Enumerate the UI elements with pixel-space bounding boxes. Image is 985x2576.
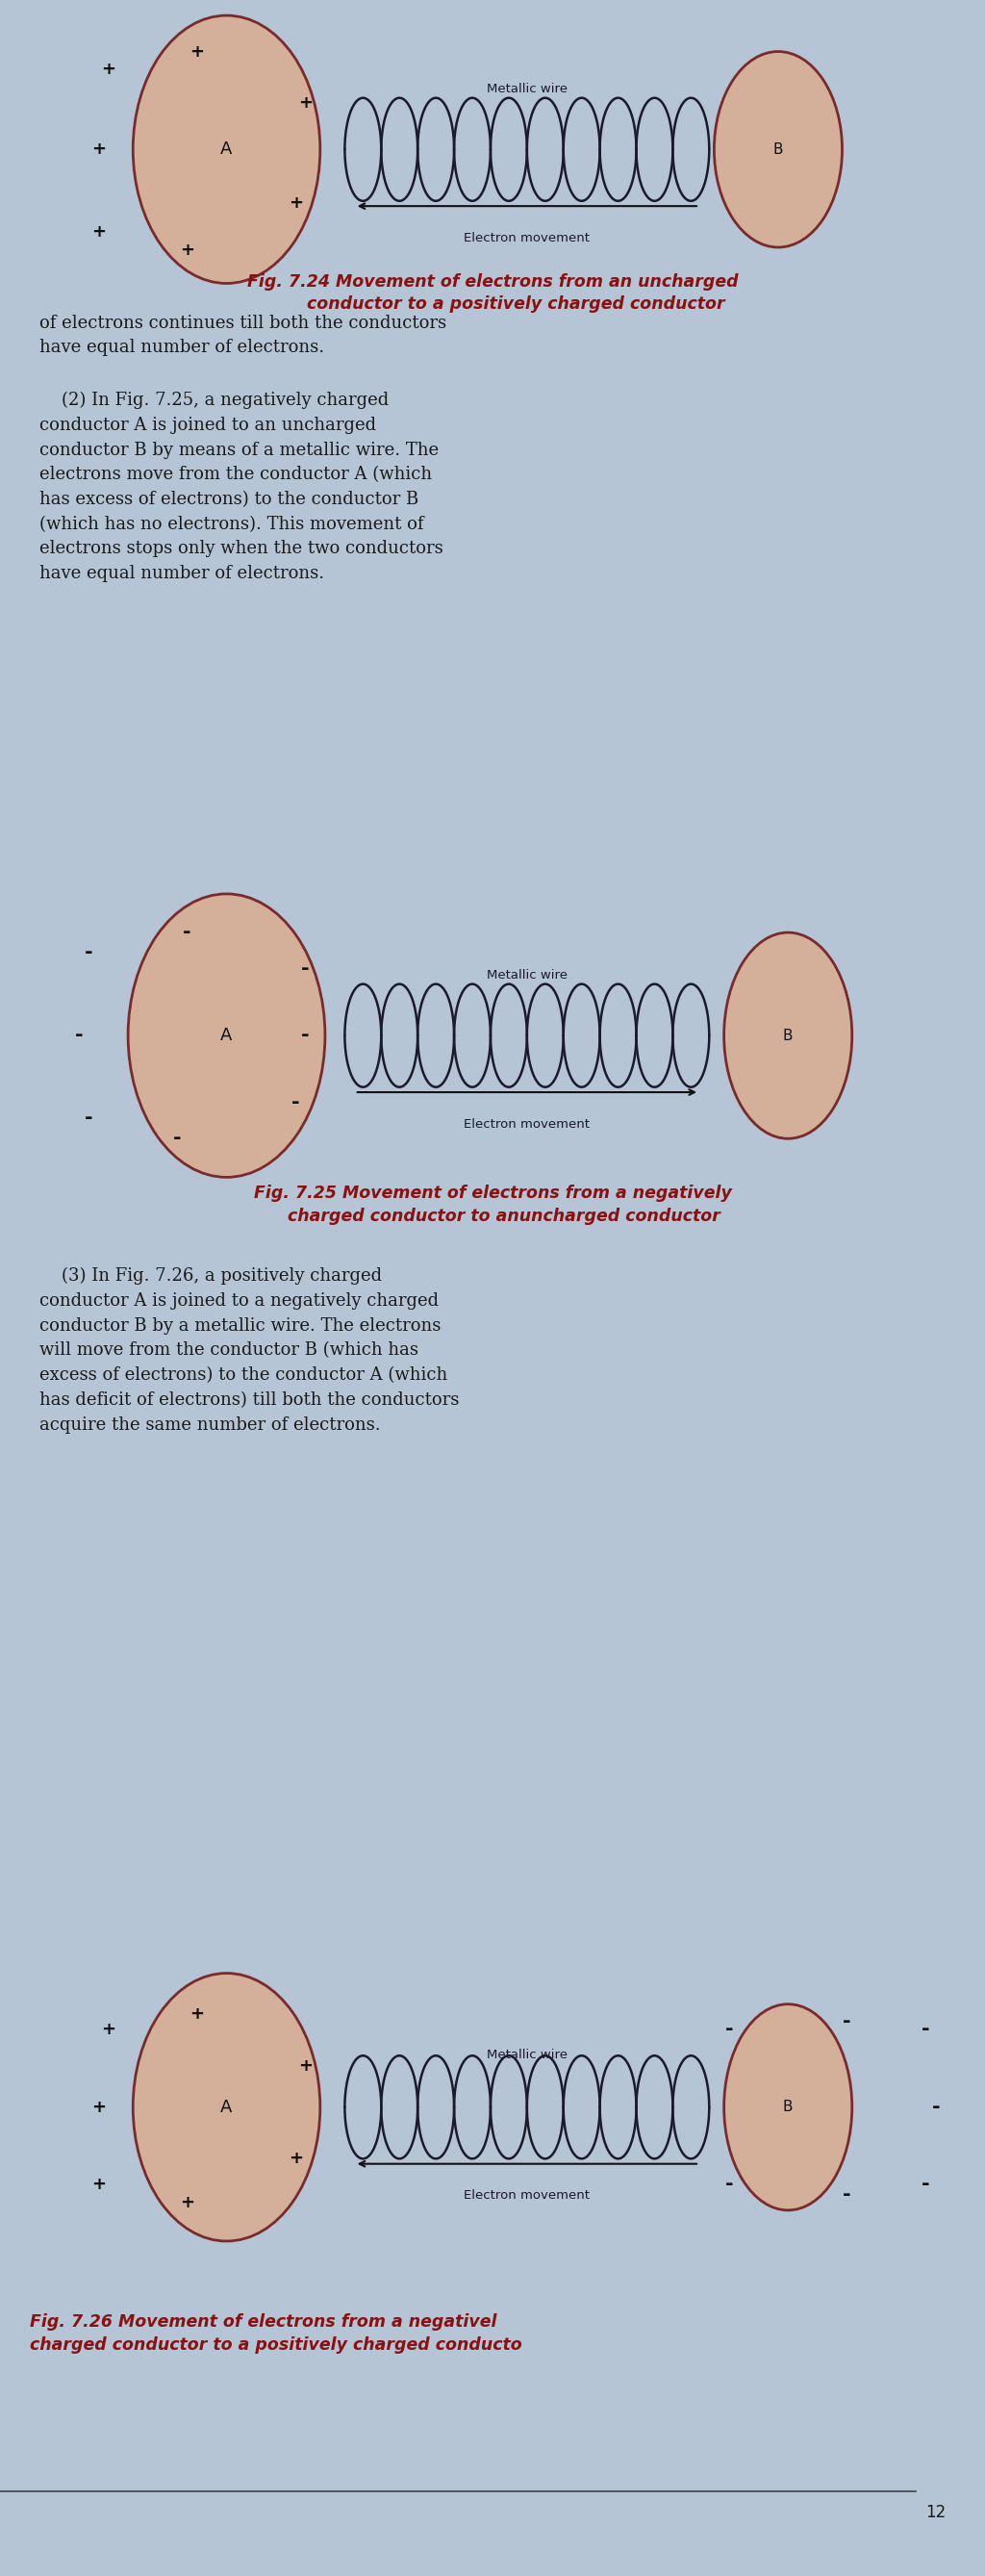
Text: 12: 12: [925, 2504, 946, 2522]
Ellipse shape: [724, 933, 852, 1139]
Text: -: -: [85, 1108, 93, 1128]
Text: Fig. 7.26 Movement of electrons from a negativel
charged conductor to a positive: Fig. 7.26 Movement of electrons from a n…: [30, 2313, 522, 2354]
Text: +: +: [92, 142, 105, 157]
Text: -: -: [301, 1025, 309, 1046]
Text: +: +: [298, 95, 312, 111]
Text: Electron movement: Electron movement: [464, 232, 590, 245]
Text: -: -: [725, 2020, 733, 2040]
Ellipse shape: [724, 2004, 852, 2210]
Text: -: -: [85, 943, 93, 963]
Text: -: -: [292, 1092, 299, 1113]
Text: +: +: [92, 224, 105, 240]
Ellipse shape: [133, 1973, 320, 2241]
Text: -: -: [843, 2012, 851, 2032]
Text: +: +: [92, 2099, 105, 2115]
Text: -: -: [173, 1128, 181, 1149]
Text: Fig. 7.24 Movement of electrons from an uncharged
        conductor to a positiv: Fig. 7.24 Movement of electrons from an …: [247, 273, 738, 314]
Text: Metallic wire: Metallic wire: [487, 2048, 567, 2061]
Text: of electrons continues till both the conductors
have equal number of electrons.: of electrons continues till both the con…: [39, 314, 446, 355]
Ellipse shape: [714, 52, 842, 247]
Text: B: B: [783, 1028, 793, 1043]
Text: -: -: [183, 922, 191, 943]
Text: +: +: [289, 2151, 302, 2166]
Text: +: +: [289, 196, 302, 211]
Text: A: A: [221, 142, 232, 157]
Text: +: +: [180, 2195, 194, 2210]
Text: +: +: [101, 2022, 115, 2038]
Text: +: +: [101, 62, 115, 77]
Text: -: -: [922, 2020, 930, 2040]
Text: Electron movement: Electron movement: [464, 1118, 590, 1131]
Text: +: +: [190, 2007, 204, 2022]
Text: -: -: [932, 2097, 940, 2117]
Text: (2) In Fig. 7.25, a negatively charged
conductor A is joined to an uncharged
con: (2) In Fig. 7.25, a negatively charged c…: [39, 392, 443, 582]
Ellipse shape: [133, 15, 320, 283]
Text: -: -: [843, 2184, 851, 2205]
Text: -: -: [922, 2174, 930, 2195]
Text: Metallic wire: Metallic wire: [487, 969, 567, 981]
Text: +: +: [190, 44, 204, 59]
Text: +: +: [298, 2058, 312, 2074]
Text: Electron movement: Electron movement: [464, 2190, 590, 2202]
Text: +: +: [180, 242, 194, 258]
Text: Fig. 7.25 Movement of electrons from a negatively
    charged conductor to anunc: Fig. 7.25 Movement of electrons from a n…: [253, 1185, 732, 1226]
Text: A: A: [221, 1028, 232, 1043]
Text: (3) In Fig. 7.26, a positively charged
conductor A is joined to a negatively cha: (3) In Fig. 7.26, a positively charged c…: [39, 1267, 459, 1432]
Text: -: -: [301, 958, 309, 979]
Text: -: -: [75, 1025, 83, 1046]
Text: Metallic wire: Metallic wire: [487, 82, 567, 95]
Text: +: +: [92, 2177, 105, 2192]
Ellipse shape: [128, 894, 325, 1177]
Text: B: B: [773, 142, 783, 157]
Text: -: -: [725, 2174, 733, 2195]
Text: B: B: [783, 2099, 793, 2115]
Text: A: A: [221, 2099, 232, 2115]
